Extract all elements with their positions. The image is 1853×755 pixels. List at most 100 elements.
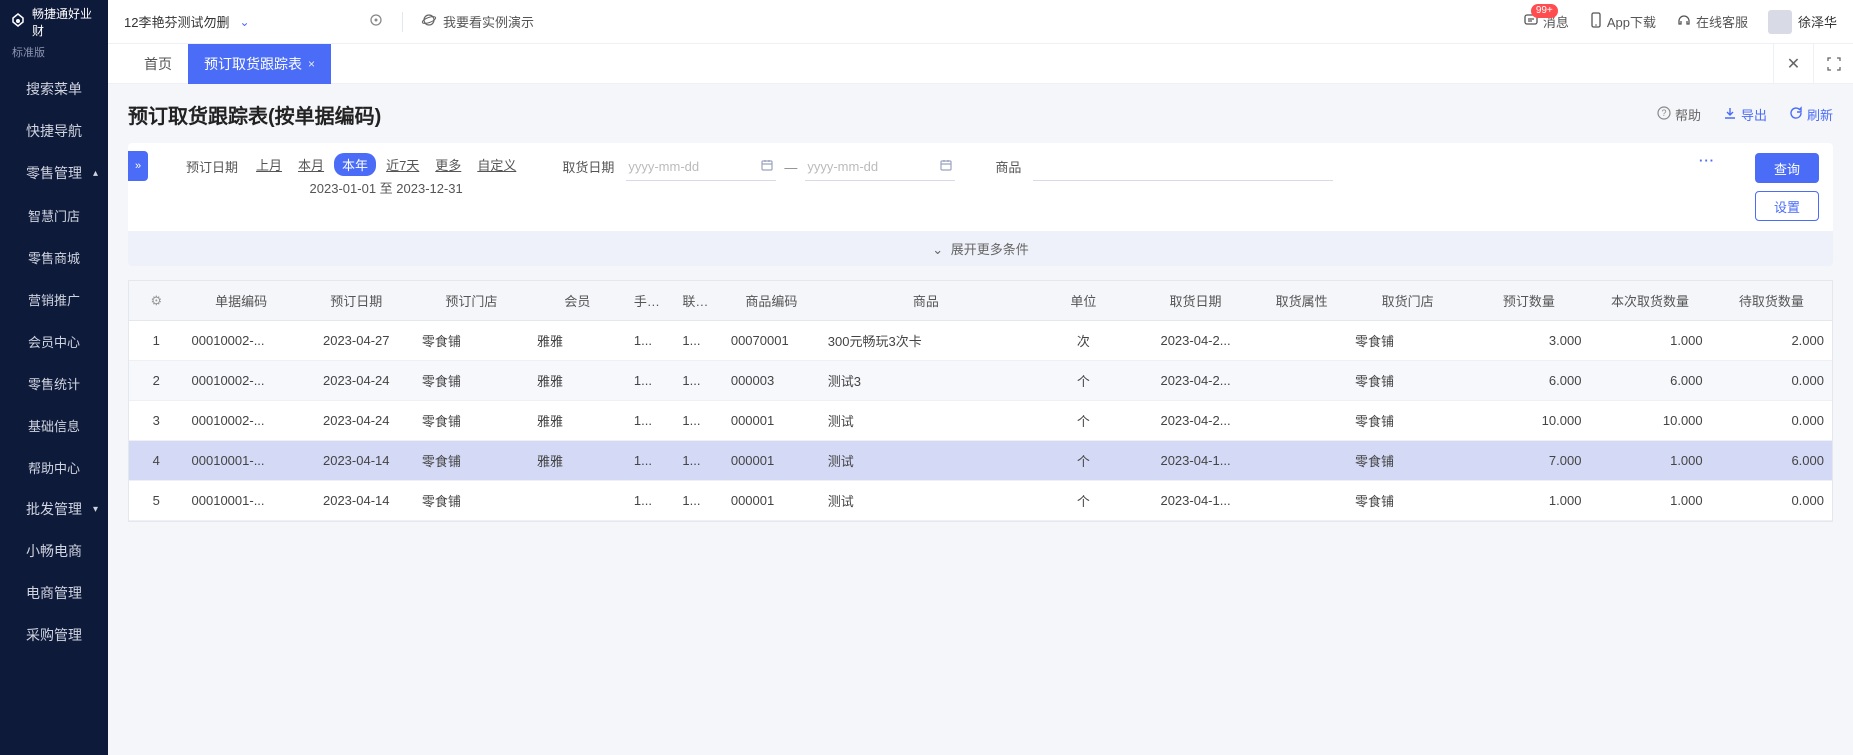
demo-label: 我要看实例演示: [443, 12, 534, 31]
date-shortcut[interactable]: 本年: [334, 153, 376, 176]
tab-0[interactable]: 首页: [128, 44, 188, 84]
fullscreen-button[interactable]: [1813, 44, 1853, 84]
cell-qtyPending: 0.000: [1711, 401, 1832, 441]
product-input[interactable]: [1033, 153, 1333, 181]
table-row[interactable]: 500010001-...2023-04-14零食铺1...1...000001…: [129, 481, 1832, 521]
svg-text:?: ?: [1661, 108, 1666, 118]
more-icon[interactable]: ···: [1699, 153, 1715, 168]
placeholder-text: yyyy-mm-dd: [628, 159, 699, 174]
row-index: 3: [129, 401, 184, 441]
column-header[interactable]: 取货属性: [1256, 281, 1347, 321]
org-selector[interactable]: 12李艳芬测试勿删 ⌄: [124, 12, 364, 31]
column-header[interactable]: 预订日期: [299, 281, 414, 321]
sidebar-item-1[interactable]: 快捷导航: [0, 110, 108, 152]
messages-button[interactable]: 99+ 消息: [1523, 12, 1569, 31]
close-icon[interactable]: ×: [308, 57, 315, 71]
cell-pickupStore: 零食铺: [1347, 481, 1468, 521]
pickup-date-end-input[interactable]: yyyy-mm-dd: [805, 153, 955, 181]
cell-qtyThis: 1.000: [1589, 321, 1710, 361]
column-header[interactable]: 预订数量: [1468, 281, 1589, 321]
sidebar-item-12[interactable]: 电商管理: [0, 572, 108, 614]
date-shortcut[interactable]: 本月: [292, 153, 330, 176]
date-shortcut[interactable]: 更多: [429, 153, 467, 176]
sidebar-item-9[interactable]: 帮助中心: [0, 446, 108, 488]
cell-pickupAttr: [1256, 361, 1347, 401]
sidebar-item-4[interactable]: 零售商城: [0, 236, 108, 278]
user-menu[interactable]: 徐泽华: [1768, 10, 1837, 34]
expand-more-button[interactable]: 展开更多条件: [128, 231, 1833, 266]
column-header[interactable]: 手机号: [626, 281, 674, 321]
sidebar-item-8[interactable]: 基础信息: [0, 404, 108, 446]
refresh-button[interactable]: 刷新: [1789, 105, 1833, 124]
cell-phone: 1...: [626, 481, 674, 521]
sidebar-item-7[interactable]: 零售统计: [0, 362, 108, 404]
sidebar-item-10[interactable]: 批发管理▾: [0, 488, 108, 530]
column-header[interactable]: 商品编码: [723, 281, 820, 321]
cell-bookingStore: 零食铺: [414, 361, 529, 401]
pickup-date-start-input[interactable]: yyyy-mm-dd: [626, 153, 776, 181]
date-shortcut[interactable]: 近7天: [380, 153, 425, 176]
sidebar-item-6[interactable]: 会员中心: [0, 320, 108, 362]
sidebar-item-label: 营销推广: [28, 290, 80, 309]
cell-contact: 1...: [674, 481, 722, 521]
column-settings[interactable]: ⚙: [129, 281, 184, 321]
column-header[interactable]: 本次取货数量: [1589, 281, 1710, 321]
column-header[interactable]: 单位: [1032, 281, 1135, 321]
sidebar-item-label: 快捷导航: [26, 121, 82, 141]
sidebar-item-label: 帮助中心: [28, 458, 80, 477]
close-all-tabs-button[interactable]: ✕: [1773, 44, 1813, 84]
table-row[interactable]: 100010002-...2023-04-27零食铺雅雅1...1...0007…: [129, 321, 1832, 361]
sidebar-item-13[interactable]: 采购管理: [0, 614, 108, 656]
cell-phone: 1...: [626, 321, 674, 361]
column-header[interactable]: 待取货数量: [1711, 281, 1832, 321]
table-row[interactable]: 300010002-...2023-04-24零食铺雅雅1...1...0000…: [129, 401, 1832, 441]
column-header[interactable]: 会员: [529, 281, 626, 321]
chevron-down-icon: ⌄: [239, 15, 249, 29]
column-header[interactable]: 商品: [820, 281, 1032, 321]
cell-member: 雅雅: [529, 441, 626, 481]
sidebar-item-2[interactable]: 零售管理▴: [0, 152, 108, 194]
row-index: 5: [129, 481, 184, 521]
column-header[interactable]: 单据编码: [184, 281, 299, 321]
date-shortcut[interactable]: 上月: [250, 153, 288, 176]
sidebar-item-0[interactable]: 搜索菜单: [0, 68, 108, 110]
cell-contact: 1...: [674, 361, 722, 401]
headset-icon: [1676, 12, 1692, 31]
column-header[interactable]: 取货门店: [1347, 281, 1468, 321]
sidebar-item-3[interactable]: 智慧门店: [0, 194, 108, 236]
messages-badge: 99+: [1531, 4, 1558, 18]
support-button[interactable]: 在线客服: [1676, 12, 1748, 31]
gear-icon[interactable]: [368, 12, 384, 31]
sidebar-item-5[interactable]: 营销推广: [0, 278, 108, 320]
cell-pickupAttr: [1256, 441, 1347, 481]
gear-icon[interactable]: ⚙: [150, 293, 162, 308]
demo-link[interactable]: 我要看实例演示: [421, 12, 534, 31]
page-header: 预订取货跟踪表(按单据编码) ? 帮助 导出: [108, 84, 1853, 143]
table-row[interactable]: 200010002-...2023-04-24零食铺雅雅1...1...0000…: [129, 361, 1832, 401]
cell-prodCode: 000001: [723, 481, 820, 521]
chevron-up-icon: ▴: [93, 168, 98, 179]
product-label: 商品: [995, 153, 1021, 176]
sidebar-item-11[interactable]: 小畅电商: [0, 530, 108, 572]
tab-1[interactable]: 预订取货跟踪表×: [188, 44, 331, 84]
column-header[interactable]: 取货日期: [1135, 281, 1256, 321]
table-row[interactable]: 400010001-...2023-04-14零食铺雅雅1...1...0000…: [129, 441, 1832, 481]
cell-member: 雅雅: [529, 321, 626, 361]
refresh-icon: [1789, 106, 1803, 123]
column-header[interactable]: 联系人电: [674, 281, 722, 321]
cell-member: 雅雅: [529, 361, 626, 401]
avatar-icon: [1768, 10, 1792, 34]
query-button[interactable]: 查询: [1755, 153, 1819, 183]
cell-pickupAttr: [1256, 401, 1347, 441]
filter-panel: » 预订日期 上月本月本年近7天更多自定义 2023-01-01 至 2023-…: [128, 143, 1833, 266]
column-header[interactable]: 预订门店: [414, 281, 529, 321]
date-shortcut[interactable]: 自定义: [471, 153, 522, 176]
booking-date-filter: 预订日期 上月本月本年近7天更多自定义 2023-01-01 至 2023-12…: [186, 153, 522, 197]
export-button[interactable]: 导出: [1723, 105, 1767, 124]
download-button[interactable]: App下载: [1589, 12, 1656, 31]
cell-code: 00010001-...: [184, 441, 299, 481]
cell-pickupStore: 零食铺: [1347, 361, 1468, 401]
settings-button[interactable]: 设置: [1755, 191, 1819, 221]
help-button[interactable]: ? 帮助: [1657, 105, 1701, 124]
collapse-handle[interactable]: »: [128, 151, 148, 181]
